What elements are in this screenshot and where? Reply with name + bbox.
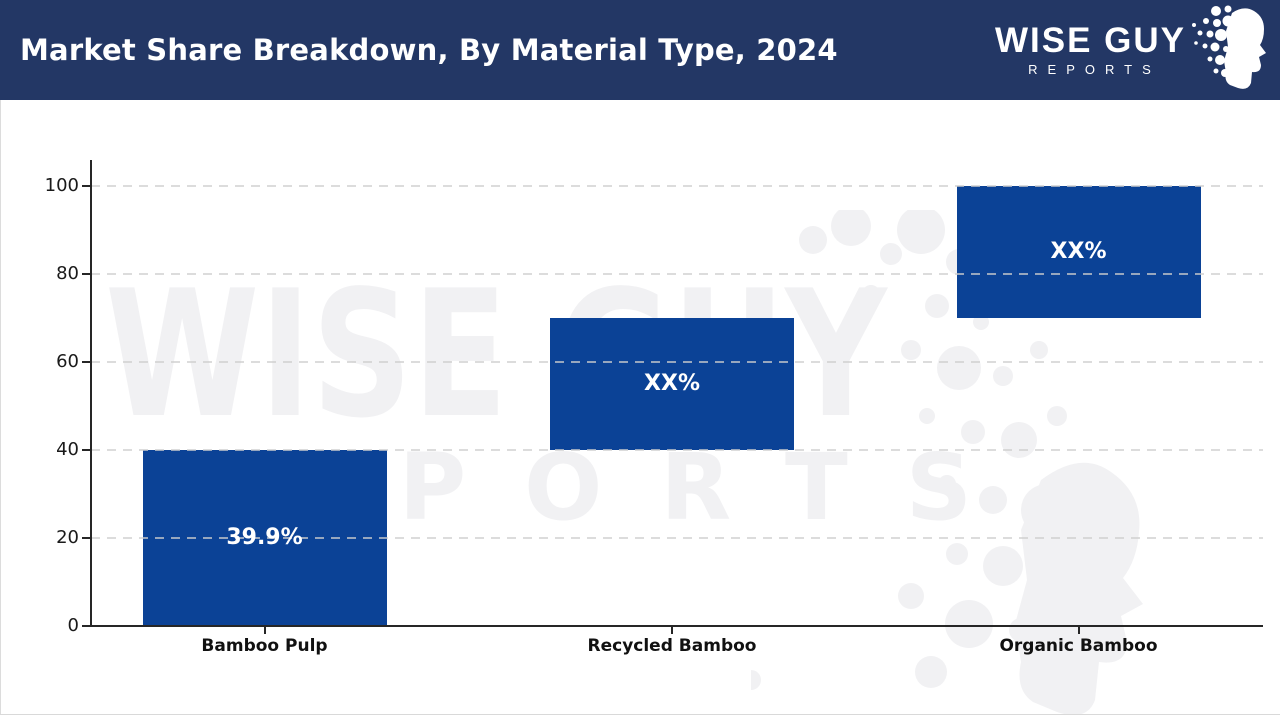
x-axis-line: [90, 625, 1263, 627]
bar-organic-bamboo: [956, 186, 1201, 318]
footer-divider: [0, 714, 1280, 715]
bar-value-label: 39.9%: [226, 525, 303, 551]
y-tick-label-60: 60: [56, 351, 79, 372]
bar-recycled-bamboo: [550, 318, 794, 450]
header-bar: Market Share Breakdown, By Material Type…: [0, 0, 1280, 100]
gridline-100: [91, 185, 1263, 187]
x-category-label: Bamboo Pulp: [201, 636, 328, 656]
x-tick-0: [263, 627, 266, 634]
logo-subtitle: REPORTS: [1028, 62, 1161, 77]
chart-canvas: WISE GUY REPORTS 39.9% XX% XX% 0 20 40 60 80 100…: [0, 100, 1280, 714]
dotted-head-icon: [1192, 5, 1266, 89]
bar-value-label: XX%: [1050, 239, 1107, 264]
x-tick-2: [1077, 627, 1080, 634]
y-tick-60: [82, 361, 90, 363]
y-tick-80: [82, 273, 90, 275]
logo-wordmark: WISE GUY: [994, 21, 1186, 60]
y-tick-label-40: 40: [56, 439, 79, 460]
bar-value-label: XX%: [644, 371, 700, 396]
y-tick-0: [82, 625, 90, 627]
gridline-20: [91, 537, 1263, 539]
y-tick-20: [82, 537, 90, 539]
x-tick-1: [671, 627, 673, 634]
y-tick-label-80: 80: [56, 263, 79, 284]
y-tick-label-0: 0: [67, 615, 79, 636]
y-tick-100: [82, 185, 90, 187]
y-tick-label-20: 20: [56, 527, 79, 548]
y-axis-line: [90, 160, 92, 627]
gridline-40: [91, 449, 1263, 451]
page-title: Market Share Breakdown, By Material Type…: [20, 33, 838, 67]
x-category-label: Organic Bamboo: [999, 636, 1158, 656]
gridline-60: [91, 361, 1263, 363]
y-tick-40: [82, 449, 90, 451]
wise-guy-reports-logo: WISE GUY REPORTS: [995, 3, 1268, 97]
x-category-label: Recycled Bamboo: [587, 636, 757, 656]
gridline-80: [91, 273, 1263, 275]
y-tick-label-100: 100: [44, 175, 79, 196]
logo-text: WISE GUY REPORTS: [994, 21, 1186, 78]
